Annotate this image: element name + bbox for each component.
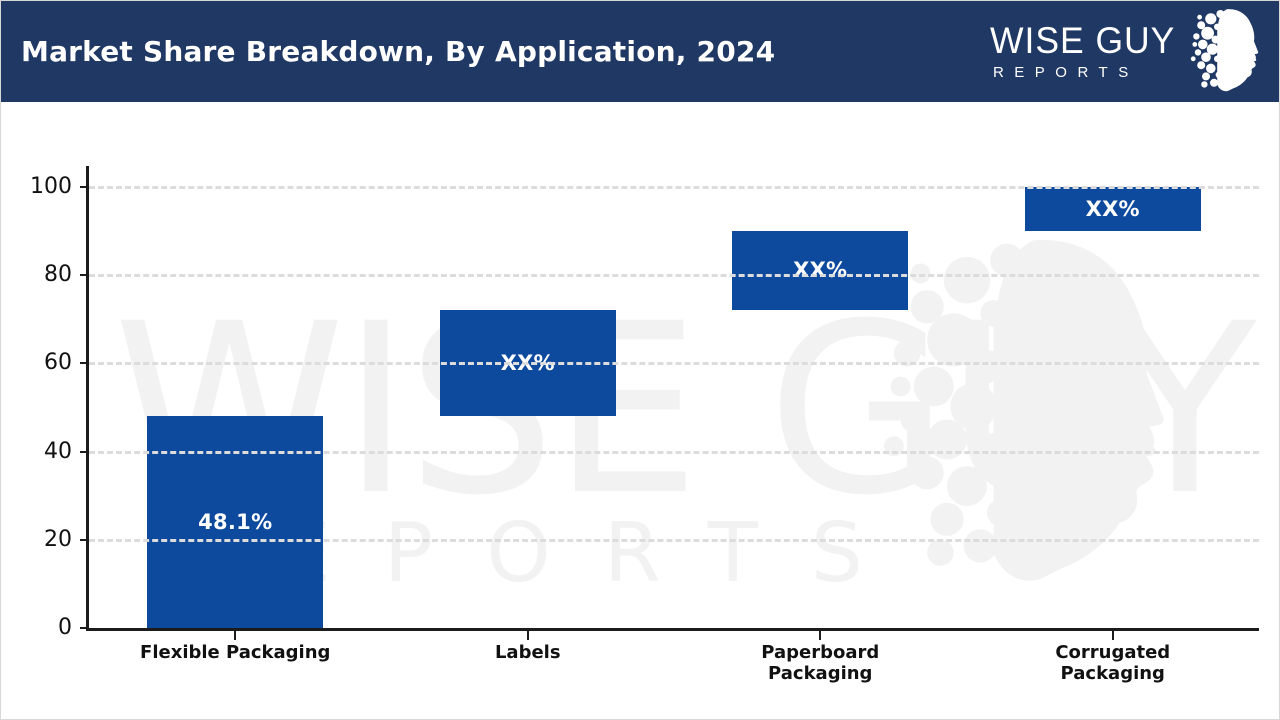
x-category-label: Corrugated Packaging — [1055, 642, 1171, 685]
x-axis-line — [86, 628, 1259, 631]
bar-value-label: XX% — [1085, 196, 1140, 221]
gridline-20 — [89, 538, 1259, 542]
y-axis-line — [86, 166, 89, 631]
y-tick-60 — [80, 362, 89, 365]
logo-head-icon — [1190, 8, 1259, 91]
y-tick-label-0: 0 — [58, 615, 72, 640]
logo-subtext: REPORTS — [992, 64, 1139, 81]
gridline-40 — [89, 450, 1259, 454]
gridline-60 — [89, 362, 1259, 366]
chart-title: Market Share Breakdown, By Application, … — [21, 35, 776, 68]
x-category-label: Labels — [494, 642, 561, 663]
y-tick-80 — [80, 274, 89, 277]
y-tick-label-40: 40 — [44, 438, 72, 464]
x-tick — [234, 631, 237, 640]
y-tick-label-60: 60 — [44, 350, 72, 376]
y-tick-0 — [80, 627, 89, 629]
watermark-head-icon — [883, 239, 1164, 581]
watermark-head-shapes — [883, 239, 1164, 581]
y-tick-label-20: 20 — [44, 526, 72, 552]
x-tick — [1111, 631, 1114, 640]
y-tick-label-80: 80 — [44, 262, 72, 288]
y-tick-40 — [80, 450, 89, 453]
bar-segment: XX% — [732, 230, 909, 310]
logo-wordmark: WISE GUY — [989, 20, 1176, 61]
x-category-label: Paperboard Packaging — [761, 642, 880, 685]
y-tick-20 — [80, 538, 89, 541]
wiseguy-logo: WISE GUY REPORTS — [990, 6, 1267, 98]
x-category-label: Flexible Packaging — [140, 642, 331, 663]
bar-value-label: 48.1% — [198, 509, 273, 534]
y-tick-100 — [80, 186, 89, 188]
gridline-100 — [89, 186, 1259, 189]
x-tick — [819, 631, 822, 640]
header-bar: Market Share Breakdown, By Application, … — [1, 1, 1279, 102]
x-tick — [526, 631, 529, 640]
logo-wordmark-block: WISE GUY REPORTS — [990, 22, 1183, 81]
bar-segment: 48.1% — [147, 415, 324, 628]
bar-segment: XX% — [1024, 187, 1201, 231]
gridline-80 — [89, 274, 1259, 278]
bar-value-label: XX% — [793, 258, 848, 283]
y-tick-label-100: 100 — [30, 174, 72, 199]
